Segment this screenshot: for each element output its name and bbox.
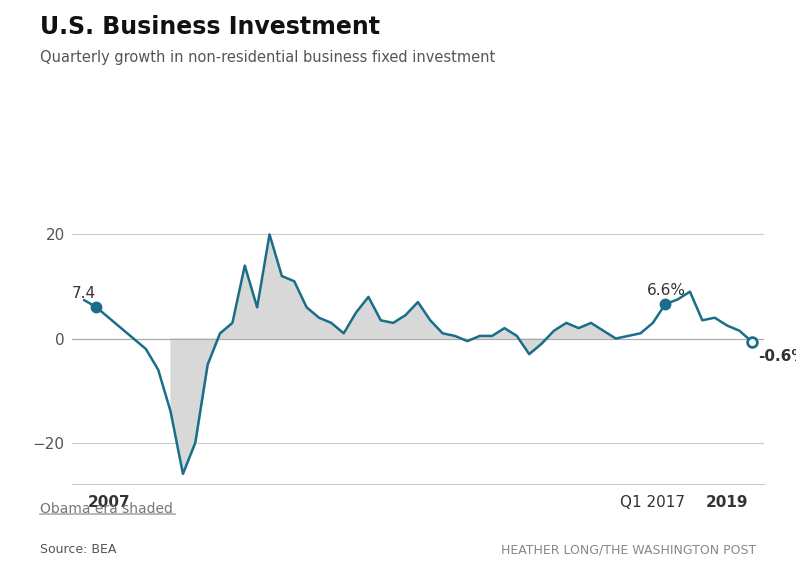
Text: Obama era shaded: Obama era shaded bbox=[40, 502, 173, 516]
Text: HEATHER LONG/THE WASHINGTON POST: HEATHER LONG/THE WASHINGTON POST bbox=[501, 544, 756, 556]
Text: -0.6%: -0.6% bbox=[758, 349, 796, 365]
Text: U.S. Business Investment: U.S. Business Investment bbox=[40, 15, 380, 39]
Text: 7.4: 7.4 bbox=[72, 286, 96, 301]
Text: Quarterly growth in non-residential business fixed investment: Quarterly growth in non-residential busi… bbox=[40, 50, 495, 65]
Text: Source: BEA: Source: BEA bbox=[40, 544, 116, 556]
Text: 6.6%: 6.6% bbox=[646, 283, 685, 298]
